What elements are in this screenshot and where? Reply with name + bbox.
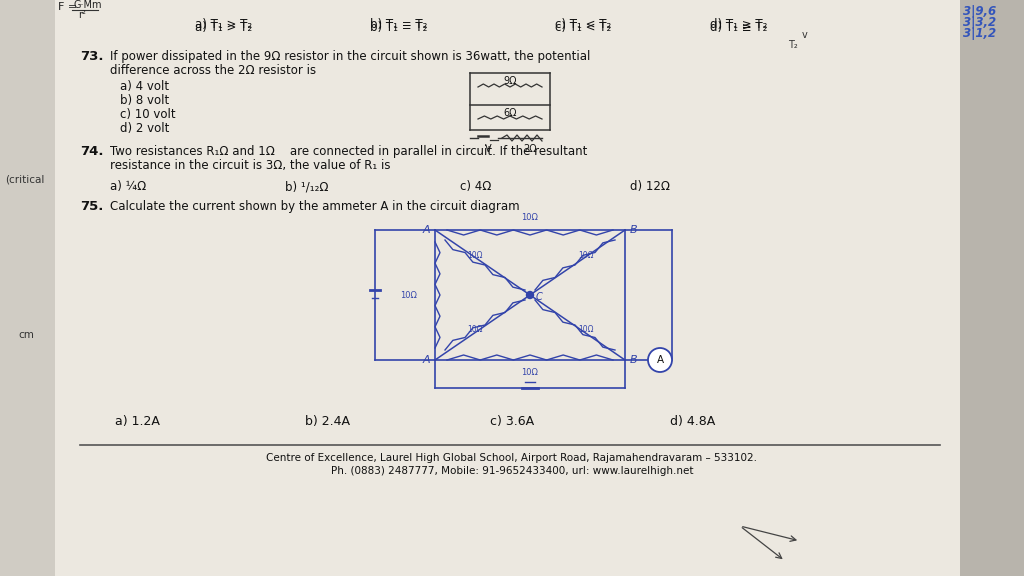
Text: d) T₁ ≥ T₂: d) T₁ ≥ T₂ <box>710 21 767 34</box>
Text: d) 2 volt: d) 2 volt <box>120 122 169 135</box>
Text: d) T₁ ≥ T₂: d) T₁ ≥ T₂ <box>710 18 767 31</box>
Text: resistance in the circuit is 3Ω, the value of R₁ is: resistance in the circuit is 3Ω, the val… <box>110 159 390 172</box>
Circle shape <box>648 348 672 372</box>
Text: c) T₁ < T₂: c) T₁ < T₂ <box>555 18 611 31</box>
Text: 2Ω: 2Ω <box>523 144 537 154</box>
Text: C: C <box>536 292 543 302</box>
Text: A: A <box>422 355 430 365</box>
Text: a) T₁ > T₂: a) T₁ > T₂ <box>195 18 252 31</box>
Text: v: v <box>802 30 808 40</box>
Text: Ph. (0883) 2487777, Mobile: 91-9652433400, url: www.laurelhigh.net: Ph. (0883) 2487777, Mobile: 91-965243340… <box>331 466 693 476</box>
Text: d) 4.8A: d) 4.8A <box>670 415 715 428</box>
Text: 6Ω: 6Ω <box>503 108 517 118</box>
Text: 3|9,6: 3|9,6 <box>963 5 996 18</box>
Text: 3|3,2: 3|3,2 <box>963 16 996 29</box>
Text: 10Ω: 10Ω <box>467 325 482 335</box>
Text: 10Ω: 10Ω <box>400 290 417 300</box>
Text: a) T₁ > T₂: a) T₁ > T₂ <box>195 21 252 34</box>
Text: 74.: 74. <box>80 145 103 158</box>
Text: 3|1,2: 3|1,2 <box>963 27 996 40</box>
Text: cm: cm <box>18 330 34 340</box>
Text: B: B <box>630 225 638 235</box>
Text: c) 3.6A: c) 3.6A <box>490 415 535 428</box>
Text: c) 4Ω: c) 4Ω <box>460 180 492 193</box>
Text: b) 2.4A: b) 2.4A <box>305 415 350 428</box>
Text: difference across the 2Ω resistor is: difference across the 2Ω resistor is <box>110 64 316 77</box>
Text: A: A <box>422 225 430 235</box>
Text: b) ¹/₁₂Ω: b) ¹/₁₂Ω <box>285 180 329 193</box>
Text: If power dissipated in the 9Ω resistor in the circuit shown is 36watt, the poten: If power dissipated in the 9Ω resistor i… <box>110 50 591 63</box>
Bar <box>0 0 55 576</box>
Text: 10Ω: 10Ω <box>521 213 539 222</box>
Text: b) T₁ = T₂: b) T₁ = T₂ <box>370 18 427 31</box>
Bar <box>961 0 1024 576</box>
Text: a) ¼Ω: a) ¼Ω <box>110 180 146 193</box>
Text: r²: r² <box>78 10 86 20</box>
Text: V: V <box>484 144 492 154</box>
Text: G·Mm: G·Mm <box>74 0 102 10</box>
Text: 10Ω: 10Ω <box>578 251 593 260</box>
Text: 10Ω: 10Ω <box>578 325 593 335</box>
Text: 10Ω: 10Ω <box>467 251 482 260</box>
Text: 73.: 73. <box>80 50 103 63</box>
Text: Calculate the current shown by the ammeter A in the circuit diagram: Calculate the current shown by the ammet… <box>110 200 519 213</box>
Circle shape <box>526 291 534 298</box>
Text: 10Ω: 10Ω <box>521 368 539 377</box>
Text: c) T₁ < T₂: c) T₁ < T₂ <box>555 21 611 34</box>
Text: a) 1.2A: a) 1.2A <box>115 415 160 428</box>
Text: (critical: (critical <box>5 175 44 185</box>
Text: T₂: T₂ <box>788 40 798 50</box>
Text: b) 8 volt: b) 8 volt <box>120 94 169 107</box>
Text: B: B <box>630 355 638 365</box>
Text: a) 4 volt: a) 4 volt <box>120 80 169 93</box>
Text: A: A <box>656 355 664 365</box>
Text: Two resistances R₁Ω and 1Ω    are connected in parallel in circuit. If the resul: Two resistances R₁Ω and 1Ω are connected… <box>110 145 588 158</box>
Text: b) T₁ = T₂: b) T₁ = T₂ <box>370 21 427 34</box>
Text: d) 12Ω: d) 12Ω <box>630 180 670 193</box>
Bar <box>55 0 961 576</box>
Text: 75.: 75. <box>80 200 103 213</box>
Text: 9Ω: 9Ω <box>503 76 517 86</box>
Text: F =: F = <box>58 2 77 12</box>
Text: Centre of Excellence, Laurel High Global School, Airport Road, Rajamahendravaram: Centre of Excellence, Laurel High Global… <box>266 453 758 463</box>
Text: c) 10 volt: c) 10 volt <box>120 108 176 121</box>
